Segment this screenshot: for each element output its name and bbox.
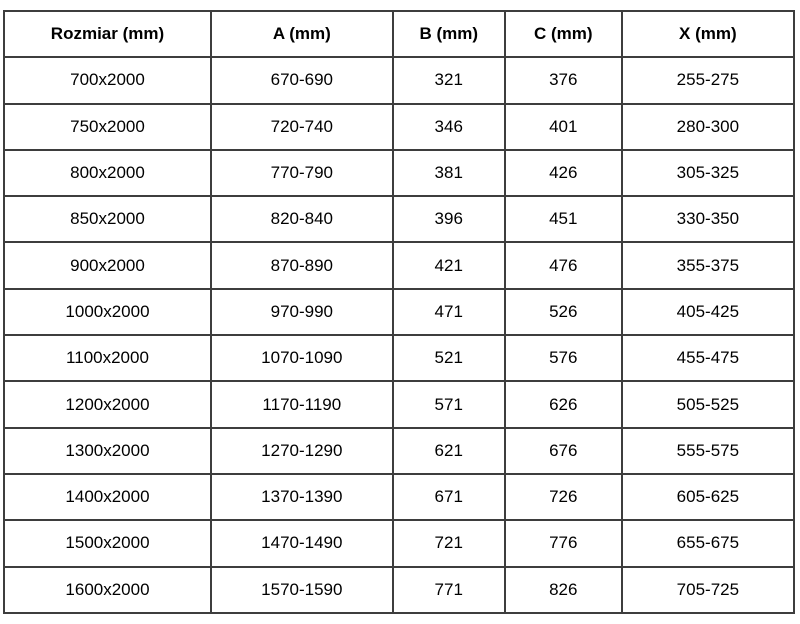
cell-c: 776 (503, 519, 623, 568)
cell-c: 376 (503, 56, 623, 105)
cell-b: 321 (391, 56, 506, 105)
column-header-b: B (mm) (391, 9, 506, 59)
size-table: Rozmiar (mm) A (mm) B (mm) C (mm) X (mm)… (3, 9, 796, 614)
table-row: 1200x2000 1170-1190 571 626 505-525 (3, 380, 796, 429)
table-row: 1000x2000 970-990 471 526 405-425 (3, 287, 796, 337)
cell-a: 770-790 (209, 148, 394, 198)
table-row: 900x2000 870-890 421 476 355-375 (3, 241, 796, 290)
cell-b: 521 (391, 334, 506, 383)
cell-x: 305-325 (620, 148, 796, 198)
cell-b: 621 (391, 426, 506, 475)
cell-c: 451 (503, 195, 623, 244)
cell-x: 455-475 (620, 334, 796, 383)
cell-x: 355-375 (620, 241, 796, 290)
cell-b: 381 (391, 148, 506, 198)
table-row: 700x2000 670-690 321 376 255-275 (3, 56, 796, 105)
table-row: 1300x2000 1270-1290 621 676 555-575 (3, 426, 796, 475)
cell-c: 526 (503, 287, 623, 337)
cell-a: 870-890 (209, 241, 394, 290)
header-row: Rozmiar (mm) A (mm) B (mm) C (mm) X (mm) (3, 9, 796, 59)
cell-a: 670-690 (209, 56, 394, 105)
cell-c: 676 (503, 426, 623, 475)
cell-b: 471 (391, 287, 506, 337)
table-row: 1600x2000 1570-1590 771 826 705-725 (3, 565, 796, 614)
cell-a: 1370-1390 (209, 472, 394, 522)
cell-b: 421 (391, 241, 506, 290)
cell-b: 671 (391, 472, 506, 522)
cell-x: 555-575 (620, 426, 796, 475)
cell-a: 1470-1490 (209, 519, 394, 568)
cell-a: 1170-1190 (209, 380, 394, 429)
cell-c: 476 (503, 241, 623, 290)
cell-x: 505-525 (620, 380, 796, 429)
cell-x: 255-275 (620, 56, 796, 105)
cell-c: 426 (503, 148, 623, 198)
cell-a: 820-840 (209, 195, 394, 244)
cell-x: 705-725 (620, 565, 796, 614)
cell-rozmiar: 750x2000 (3, 102, 212, 151)
cell-rozmiar: 1100x2000 (3, 334, 212, 383)
column-header-rozmiar: Rozmiar (mm) (3, 9, 212, 59)
cell-rozmiar: 800x2000 (3, 148, 212, 198)
table-row: 850x2000 820-840 396 451 330-350 (3, 195, 796, 244)
cell-rozmiar: 700x2000 (3, 56, 212, 105)
cell-rozmiar: 1500x2000 (3, 519, 212, 568)
cell-rozmiar: 1300x2000 (3, 426, 212, 475)
cell-b: 396 (391, 195, 506, 244)
table-row: 1400x2000 1370-1390 671 726 605-625 (3, 472, 796, 522)
table-row: 1100x2000 1070-1090 521 576 455-475 (3, 334, 796, 383)
cell-rozmiar: 1000x2000 (3, 287, 212, 337)
column-header-a: A (mm) (209, 9, 394, 59)
cell-a: 1070-1090 (209, 334, 394, 383)
column-header-c: C (mm) (503, 9, 623, 59)
cell-c: 826 (503, 565, 623, 614)
cell-c: 726 (503, 472, 623, 522)
table-row: 750x2000 720-740 346 401 280-300 (3, 102, 796, 151)
cell-c: 626 (503, 380, 623, 429)
cell-c: 576 (503, 334, 623, 383)
table-row: 1500x2000 1470-1490 721 776 655-675 (3, 519, 796, 568)
cell-c: 401 (503, 102, 623, 151)
cell-rozmiar: 1200x2000 (3, 380, 212, 429)
cell-x: 280-300 (620, 102, 796, 151)
cell-x: 405-425 (620, 287, 796, 337)
cell-rozmiar: 1400x2000 (3, 472, 212, 522)
cell-b: 721 (391, 519, 506, 568)
cell-a: 720-740 (209, 102, 394, 151)
column-header-x: X (mm) (620, 9, 796, 59)
cell-a: 970-990 (209, 287, 394, 337)
cell-b: 571 (391, 380, 506, 429)
cell-a: 1570-1590 (209, 565, 394, 614)
cell-rozmiar: 900x2000 (3, 241, 212, 290)
cell-rozmiar: 1600x2000 (3, 565, 212, 614)
cell-x: 330-350 (620, 195, 796, 244)
cell-x: 605-625 (620, 472, 796, 522)
cell-rozmiar: 850x2000 (3, 195, 212, 244)
cell-x: 655-675 (620, 519, 796, 568)
cell-b: 771 (391, 565, 506, 614)
table-row: 800x2000 770-790 381 426 305-325 (3, 148, 796, 198)
cell-a: 1270-1290 (209, 426, 394, 475)
cell-b: 346 (391, 102, 506, 151)
